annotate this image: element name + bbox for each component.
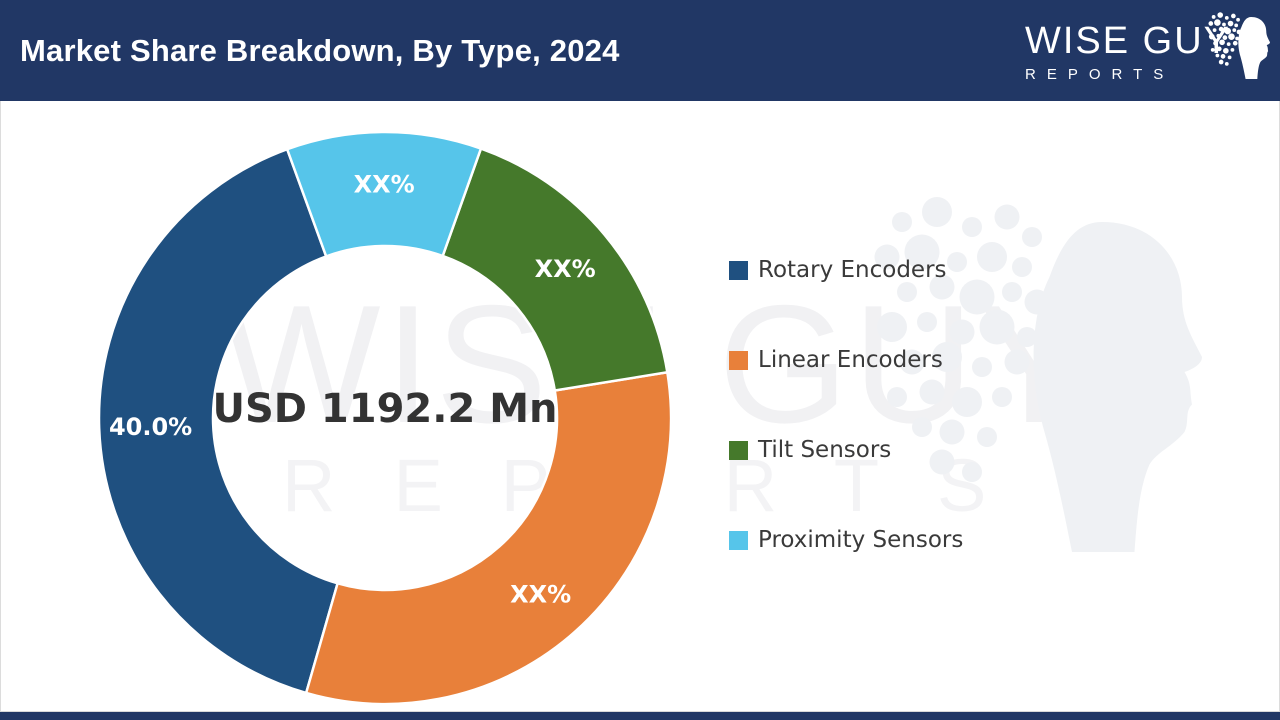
segment-label-rotary-encoders: 40.0% (109, 413, 192, 441)
left-border-line (0, 101, 1, 713)
legend-item-tilt-sensors: Tilt Sensors (729, 436, 963, 464)
segment-linear-encoders (304, 371, 673, 706)
page-title: Market Share Breakdown, By Type, 2024 (20, 33, 620, 68)
legend-swatch-linear-encoders (729, 350, 748, 370)
legend-swatch-proximity-sensors (729, 530, 748, 550)
face-profile-dots-icon (1208, 12, 1270, 79)
footer-divider-line (0, 711, 1280, 712)
legend-label-rotary-encoders: Rotary Encoders (758, 257, 947, 283)
brand-logo-text: WISE GUY REPORTS (1025, 20, 1231, 83)
brand-subtitle: REPORTS (1025, 66, 1175, 83)
chart-legend: Rotary Encoders Linear Encoders Tilt Senso… (729, 256, 963, 616)
segment-proximity-sensors (285, 130, 483, 258)
brand-name: WISE GUY (1025, 20, 1232, 62)
segment-tilt-sensors (441, 147, 669, 392)
legend-label-linear-encoders: Linear Encoders (758, 347, 943, 373)
legend-swatch-tilt-sensors (729, 440, 748, 460)
legend-label-proximity-sensors: Proximity Sensors (758, 527, 964, 553)
footer-bar (0, 712, 1280, 720)
legend-item-linear-encoders: Linear Encoders (729, 346, 963, 374)
brand-logo: WISE GUY REPORTS (1025, 6, 1270, 96)
watermark-face-profile-dots-icon (874, 197, 1202, 552)
header-bar: Market Share Breakdown, By Type, 2024 WI… (0, 0, 1280, 101)
legend-item-proximity-sensors: Proximity Sensors (729, 526, 963, 554)
chart-center-value: USD 1192.2 Mn (212, 386, 558, 432)
segment-label-tilt-sensors: XX% (535, 255, 596, 283)
segment-label-linear-encoders: XX% (510, 580, 571, 608)
segment-label-proximity-sensors: XX% (354, 171, 415, 199)
legend-item-rotary-encoders: Rotary Encoders (729, 256, 963, 284)
legend-swatch-rotary-encoders (729, 260, 748, 280)
legend-label-tilt-sensors: Tilt Sensors (758, 437, 892, 463)
segment-rotary-encoders (97, 147, 339, 695)
donut-chart: 40.0% XX% XX% XX% (97, 130, 673, 706)
